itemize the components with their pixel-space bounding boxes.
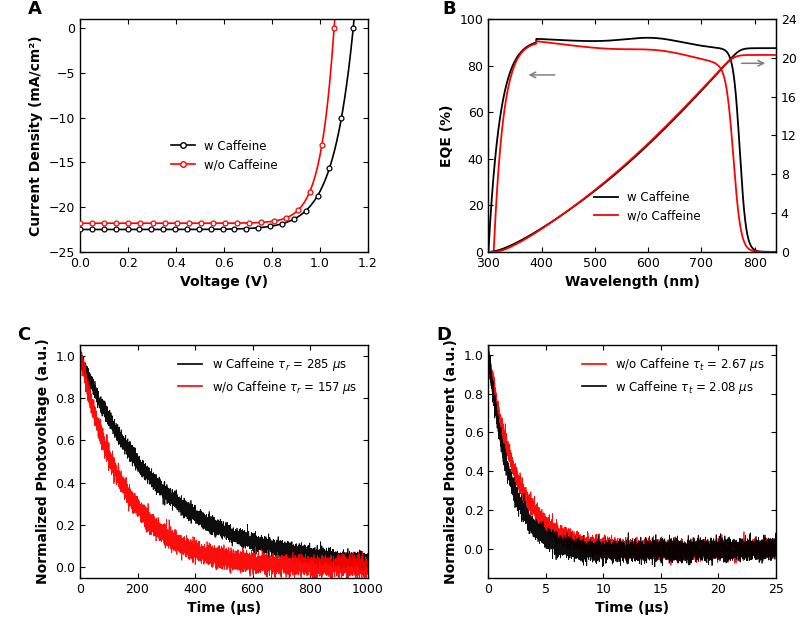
X-axis label: Time (μs): Time (μs): [595, 601, 670, 615]
Y-axis label: Normalized Photocurrent (a.u.): Normalized Photocurrent (a.u.): [444, 339, 458, 584]
Y-axis label: Normalized Photovoltage (a.u.): Normalized Photovoltage (a.u.): [35, 338, 50, 584]
X-axis label: Voltage (V): Voltage (V): [180, 276, 268, 290]
Text: B: B: [442, 1, 456, 18]
Text: D: D: [437, 326, 452, 344]
Legend: w/o Caffeine $\tau_t$ = 2.67 $\mu$s, w Caffeine $\tau_t$ = 2.08 $\mu$s: w/o Caffeine $\tau_t$ = 2.67 $\mu$s, w C…: [578, 351, 770, 400]
Legend: w Caffeine $\tau_r$ = 285 $\mu$s, w/o Caffeine $\tau_r$ = 157 $\mu$s: w Caffeine $\tau_r$ = 285 $\mu$s, w/o Ca…: [174, 351, 362, 400]
Text: A: A: [28, 1, 42, 18]
X-axis label: Wavelength (nm): Wavelength (nm): [565, 276, 700, 290]
Text: C: C: [17, 326, 30, 344]
Legend: w Caffeine, w/o Caffeine: w Caffeine, w/o Caffeine: [166, 135, 282, 176]
X-axis label: Time (μs): Time (μs): [186, 601, 261, 615]
Legend: w Caffeine, w/o Caffeine: w Caffeine, w/o Caffeine: [590, 186, 706, 227]
Y-axis label: Current Density (mA/cm²): Current Density (mA/cm²): [30, 35, 43, 236]
Y-axis label: EQE (%): EQE (%): [440, 104, 454, 167]
